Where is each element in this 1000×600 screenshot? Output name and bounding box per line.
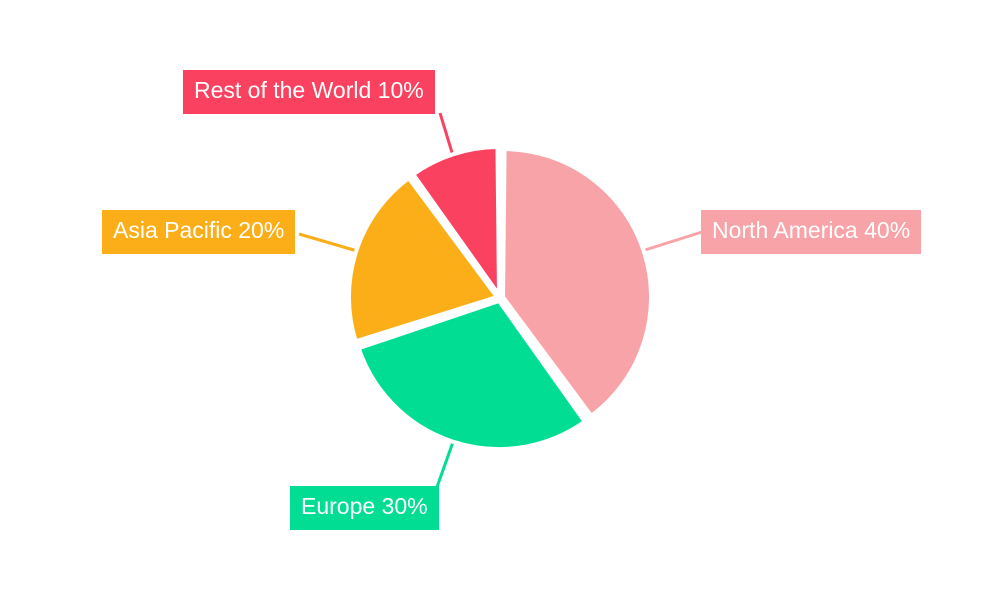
pie-slice-north-america[interactable] [501,147,654,418]
pie-slice-asia-pacific[interactable] [346,176,499,344]
pie-slice-rest-of-world[interactable] [411,144,502,297]
pie-slice-europe[interactable] [356,299,587,452]
leader-lines-group [298,112,703,488]
leader-line-north-america [644,230,703,252]
pie-label-rest-of-world: Rest of the World 10% [183,70,435,114]
pie-label-north-america: North America 40% [701,210,922,254]
leader-line-rest-of-world [438,112,456,160]
leader-line-asia-pacific [298,232,365,255]
pie-label-europe: Europe 30% [290,486,439,530]
pie-label-asia-pacific: Asia Pacific 20% [102,210,296,254]
leader-line-europe [435,441,455,488]
pie-slices-group [346,144,654,452]
